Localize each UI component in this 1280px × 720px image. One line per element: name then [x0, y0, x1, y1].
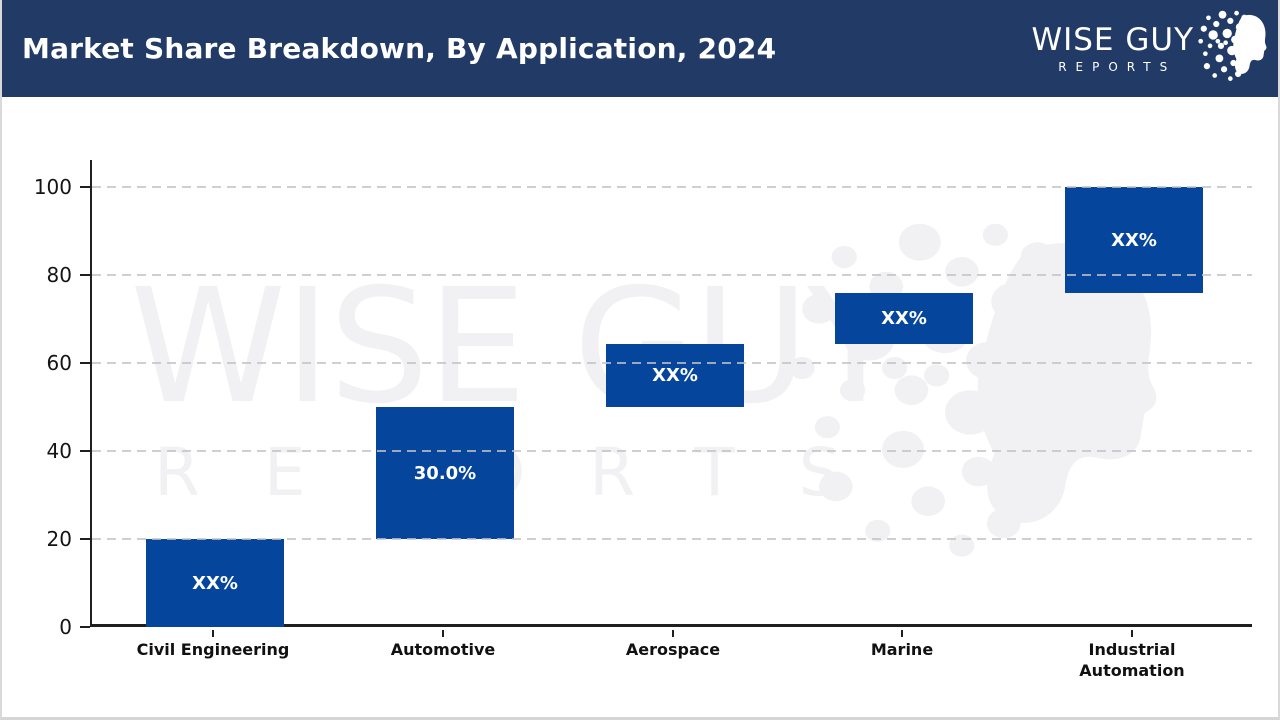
x-tick-mark: [672, 630, 674, 637]
bar-marine: XX%: [835, 293, 973, 345]
bar-label: XX%: [881, 308, 927, 330]
gridline-60: [92, 362, 1252, 364]
gridline-40: [92, 450, 1252, 452]
plot-area: XX% 30.0% XX% XX% XX%: [90, 160, 1252, 627]
y-tick-label-100: 100: [33, 175, 72, 199]
bar-label: XX%: [1111, 229, 1157, 251]
y-tick-mark: [80, 186, 90, 188]
gridline-100: [92, 186, 1252, 188]
x-category-label-aerospace: Aerospace: [625, 640, 721, 659]
header-band: Market Share Breakdown, By Application, …: [2, 0, 1278, 97]
bar-aerospace: XX%: [606, 344, 744, 407]
x-category-label-marine: Marine: [870, 640, 934, 659]
y-tick-label-0: 0: [59, 615, 72, 639]
x-category-label-automotive: Automotive: [390, 640, 496, 659]
bar-industrial-automation: XX%: [1065, 187, 1203, 294]
logo-wordmark: WISE GUY REPORTS: [1031, 21, 1194, 74]
y-tick-label-80: 80: [46, 263, 72, 287]
chart-title: Market Share Breakdown, By Application, …: [22, 32, 777, 65]
bar-label: XX%: [652, 365, 698, 387]
y-tick-mark: [80, 450, 90, 452]
logo-head-icon: [1198, 10, 1267, 81]
x-tick-mark: [901, 630, 903, 637]
y-tick-label-40: 40: [46, 439, 72, 463]
y-tick-label-60: 60: [46, 351, 72, 375]
y-axis: 0 20 40 60 80 100: [2, 160, 90, 637]
bar-civil-engineering: XX%: [146, 539, 284, 627]
bar-automotive: 30.0%: [376, 407, 514, 539]
gridline-20: [92, 538, 1252, 540]
x-category-label-industrial-automation: Industrial Automation: [1079, 640, 1185, 680]
x-tick-mark: [212, 630, 214, 637]
wise-guy-logo: WISE GUY REPORTS: [1031, 0, 1274, 97]
y-tick-mark: [80, 626, 90, 628]
bar-label: 30.0%: [413, 462, 477, 484]
gridline-80: [92, 274, 1252, 276]
y-tick-mark: [80, 538, 90, 540]
x-axis: Civil Engineering Automotive Aerospace Mari…: [90, 630, 1252, 710]
y-tick-mark: [80, 362, 90, 364]
bar-label: XX%: [192, 572, 238, 594]
x-tick-mark: [442, 630, 444, 637]
logo-text-wise-guy: WISE GUY: [1031, 21, 1194, 58]
logo-text-reports: REPORTS: [1058, 59, 1177, 74]
x-category-label-civil-engineering: Civil Engineering: [136, 640, 290, 659]
x-tick-mark: [1131, 630, 1133, 637]
y-tick-label-20: 20: [46, 527, 72, 551]
y-tick-mark: [80, 274, 90, 276]
